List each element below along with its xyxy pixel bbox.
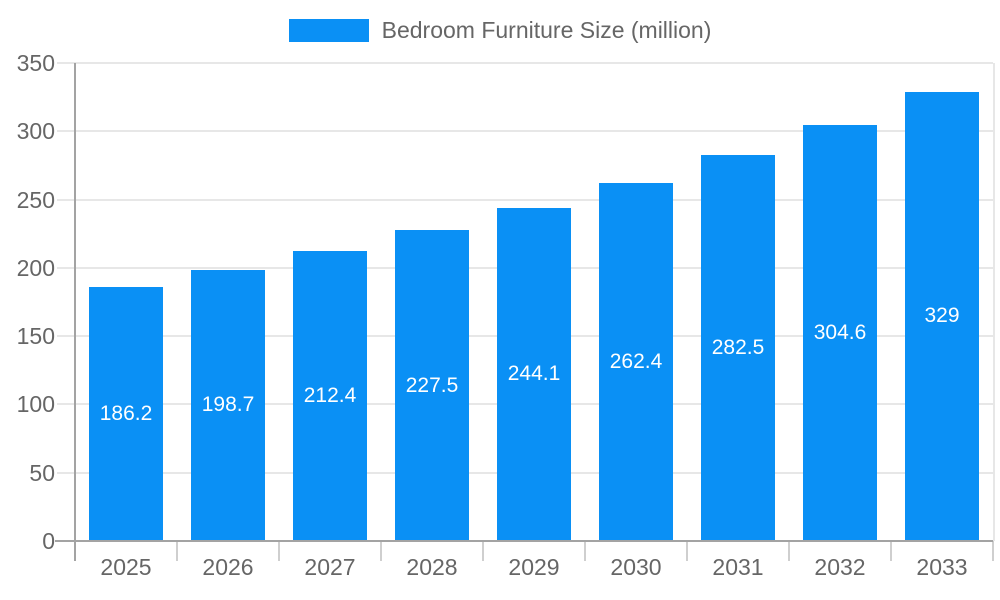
bar-2026[interactable]: 198.7 (191, 269, 265, 541)
x-axis-tick (482, 541, 484, 561)
y-axis-label: 300 (16, 118, 55, 145)
y-axis-label: 250 (16, 186, 55, 213)
x-axis-tick (278, 541, 280, 561)
bar-value-label: 262.4 (609, 349, 663, 373)
gridline-y-300 (57, 130, 993, 133)
x-axis-tick (584, 541, 586, 561)
x-axis-label: 2028 (406, 554, 458, 580)
bar-2032[interactable]: 304.6 (803, 125, 877, 541)
x-axis-label: 2033 (916, 554, 968, 580)
x-axis-label: 2027 (304, 554, 356, 580)
bar-value-label: 282.5 (711, 336, 765, 360)
bar-2033[interactable]: 329 (905, 91, 979, 541)
y-axis-label: 0 (42, 528, 55, 554)
legend: Bedroom Furniture Size (million) (0, 17, 1000, 43)
bar-2025[interactable]: 186.2 (89, 286, 163, 541)
y-axis-label: 100 (16, 391, 55, 418)
x-axis-tick (992, 541, 994, 561)
bar-value-label: 212.4 (303, 383, 357, 407)
y-axis-line (74, 63, 76, 561)
x-axis-tick (380, 541, 382, 561)
plot-right-border (993, 63, 995, 541)
x-axis-tick (686, 541, 688, 561)
x-axis-tick (788, 541, 790, 561)
gridline-y-250 (57, 198, 993, 201)
y-axis-label: 50 (29, 459, 55, 486)
x-axis-label: 2026 (202, 554, 254, 580)
y-axis-label: 150 (16, 323, 55, 350)
bar-2028[interactable]: 227.5 (395, 230, 469, 541)
bar-2027[interactable]: 212.4 (293, 250, 367, 541)
bar-2030[interactable]: 262.4 (599, 182, 673, 541)
x-axis-line (55, 540, 993, 542)
bar-2029[interactable]: 244.1 (497, 207, 571, 541)
x-axis-label: 2031 (712, 554, 764, 580)
legend-item[interactable]: Bedroom Furniture Size (million) (288, 17, 712, 43)
gridline-y-350 (57, 62, 993, 64)
legend-label: Bedroom Furniture Size (million) (381, 17, 712, 43)
bar-value-label: 244.1 (507, 362, 561, 386)
x-axis-label: 2032 (814, 554, 866, 580)
y-axis-label: 350 (16, 50, 55, 76)
bar-value-label: 329 (924, 304, 960, 328)
x-axis-label: 2029 (508, 554, 560, 580)
bar-value-label: 227.5 (405, 373, 459, 397)
bar-value-label: 186.2 (99, 401, 153, 425)
x-axis-tick (176, 541, 178, 561)
y-axis-label: 200 (16, 254, 55, 281)
legend-swatch (288, 18, 369, 42)
bar-value-label: 304.6 (813, 320, 867, 344)
x-axis-tick (890, 541, 892, 561)
bar-value-label: 198.7 (201, 393, 255, 417)
bar-2031[interactable]: 282.5 (701, 155, 775, 541)
x-axis-label: 2030 (610, 554, 662, 580)
x-axis-label: 2025 (100, 554, 152, 580)
